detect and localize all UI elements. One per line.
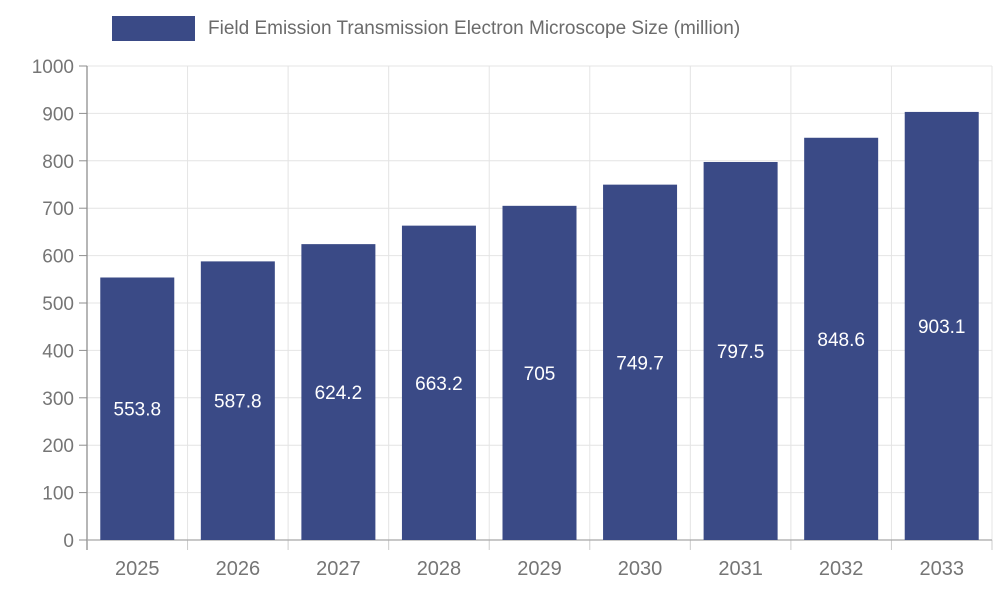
bar-2033 xyxy=(904,111,979,540)
bar-2031 xyxy=(703,161,778,541)
legend-label: Field Emission Transmission Electron Mic… xyxy=(208,17,741,39)
x-tick-label: 2026 xyxy=(216,558,261,580)
legend-item[interactable]: Field Emission Transmission Electron Mic… xyxy=(112,16,740,41)
y-tick-label: 0 xyxy=(63,531,74,552)
y-tick-label: 300 xyxy=(42,389,74,410)
bar-2027 xyxy=(301,244,376,540)
x-tick-label: 2029 xyxy=(517,558,562,580)
bar-2028 xyxy=(401,225,476,541)
bar-2029 xyxy=(502,205,577,540)
bar-value-label: 705 xyxy=(524,364,556,385)
labels-layer: 0 100 200 300 400 500 600 700 800 900 1000 553.8 202… xyxy=(32,57,966,580)
x-tick-label: 2028 xyxy=(417,558,462,580)
bar-value-label: 848.6 xyxy=(817,330,865,351)
x-tick-label: 2030 xyxy=(618,558,663,580)
legend-swatch xyxy=(112,16,195,41)
bar-2032 xyxy=(804,137,879,540)
bar-2030 xyxy=(603,184,678,540)
bar-value-label: 553.8 xyxy=(114,400,162,421)
y-tick-label: 600 xyxy=(42,247,74,268)
y-tick-label: 100 xyxy=(42,484,74,505)
x-tick-label: 2033 xyxy=(919,558,964,580)
bar-value-label: 749.7 xyxy=(616,353,664,374)
y-tick-label: 500 xyxy=(42,294,74,315)
y-tick-label: 400 xyxy=(42,341,74,362)
bar-2026 xyxy=(200,261,275,540)
x-tick-label: 2032 xyxy=(819,558,864,580)
y-tick-label: 200 xyxy=(42,436,74,457)
y-tick-label: 900 xyxy=(42,104,74,125)
x-tick-label: 2027 xyxy=(316,558,361,580)
y-tick-label: 700 xyxy=(42,199,74,220)
x-tick-label: 2025 xyxy=(115,558,160,580)
bar-value-label: 587.8 xyxy=(214,392,262,413)
x-tick-label: 2031 xyxy=(718,558,763,580)
bar-value-label: 663.2 xyxy=(415,374,463,395)
bar-value-label: 903.1 xyxy=(918,317,966,338)
y-tick-label: 1000 xyxy=(32,57,74,78)
bar-value-label: 797.5 xyxy=(717,342,765,363)
bars-layer xyxy=(100,111,979,541)
bar-value-label: 624.2 xyxy=(315,383,363,404)
y-tick-label: 800 xyxy=(42,152,74,173)
bar-2025 xyxy=(100,277,175,540)
